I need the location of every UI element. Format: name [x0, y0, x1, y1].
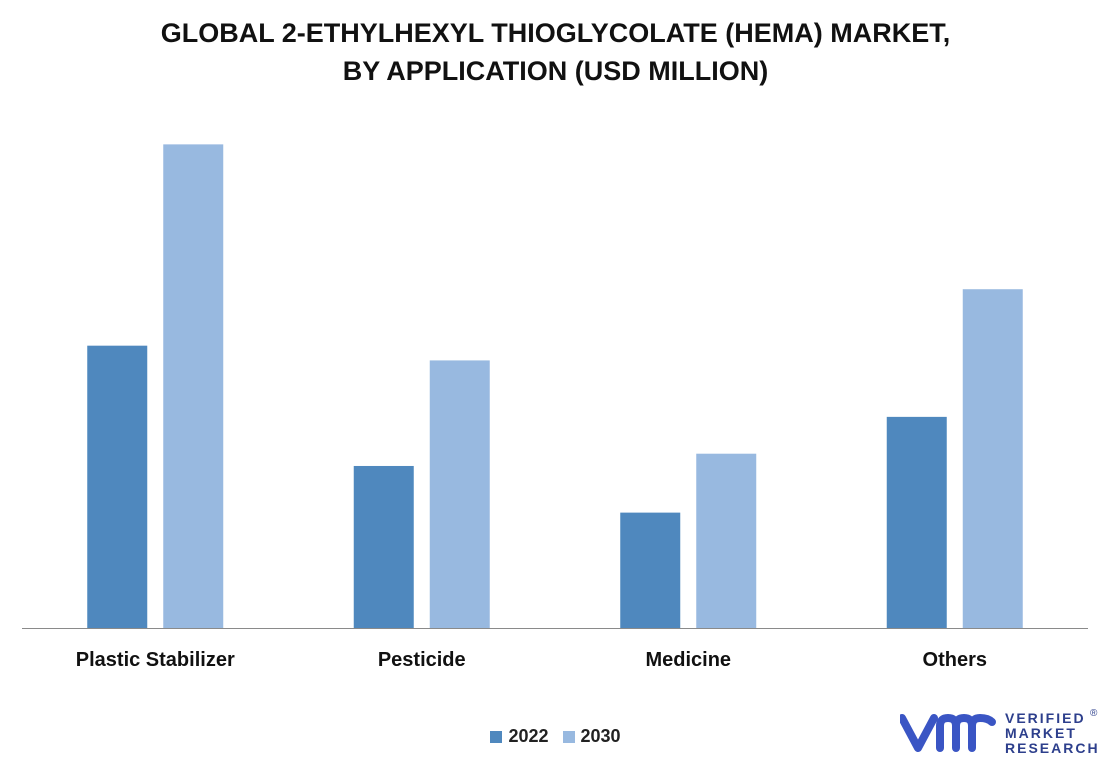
legend-swatch-2030 [562, 730, 575, 743]
chart-title-line-2: BY APPLICATION (USD MILLION) [342, 56, 769, 86]
legend-swatch-2022 [490, 730, 503, 743]
bar-medicine-2022 [620, 512, 681, 628]
logo-line-3: RESEARCH [1005, 740, 1100, 756]
bar-pesticide-2022 [353, 465, 414, 628]
bar-plastic-stabilizer-2022 [87, 345, 148, 628]
logo-wordmark: VERIFIED MARKET RESEARCH [1005, 711, 1100, 756]
x-tick-label: Plastic Stabilizer [76, 649, 235, 671]
legend-item-2030: 2030 [562, 726, 621, 747]
chart-title-line-1: GLOBAL 2-ETHYLHEXYL THIOGLYCOLATE (HEMA)… [160, 18, 951, 48]
x-tick-label: Others [923, 649, 987, 671]
chart-legend: 2022 2030 [0, 726, 1111, 747]
bar-plastic-stabilizer-2030 [163, 144, 224, 629]
x-tick-label: Medicine [645, 649, 731, 671]
verified-market-research-logo: VERIFIED MARKET RESEARCH ® [898, 708, 1100, 763]
chart-title: GLOBAL 2-ETHYLHEXYL THIOGLYCOLATE (HEMA)… [0, 14, 1111, 90]
bar-others-2030 [962, 289, 1023, 628]
bar-pesticide-2030 [429, 360, 490, 628]
legend-item-2022: 2022 [490, 726, 549, 747]
logo-line-2: MARKET [1005, 725, 1077, 741]
logo-line-1: VERIFIED [1005, 710, 1086, 726]
vmr-logo-mark-icon [898, 713, 996, 752]
bar-medicine-2030 [696, 453, 757, 628]
legend-label-2022: 2022 [508, 726, 549, 746]
bar-others-2022 [886, 416, 947, 628]
registered-mark: ® [1090, 708, 1098, 719]
x-tick-label: Pesticide [378, 649, 466, 671]
legend-label-2030: 2030 [580, 726, 621, 746]
